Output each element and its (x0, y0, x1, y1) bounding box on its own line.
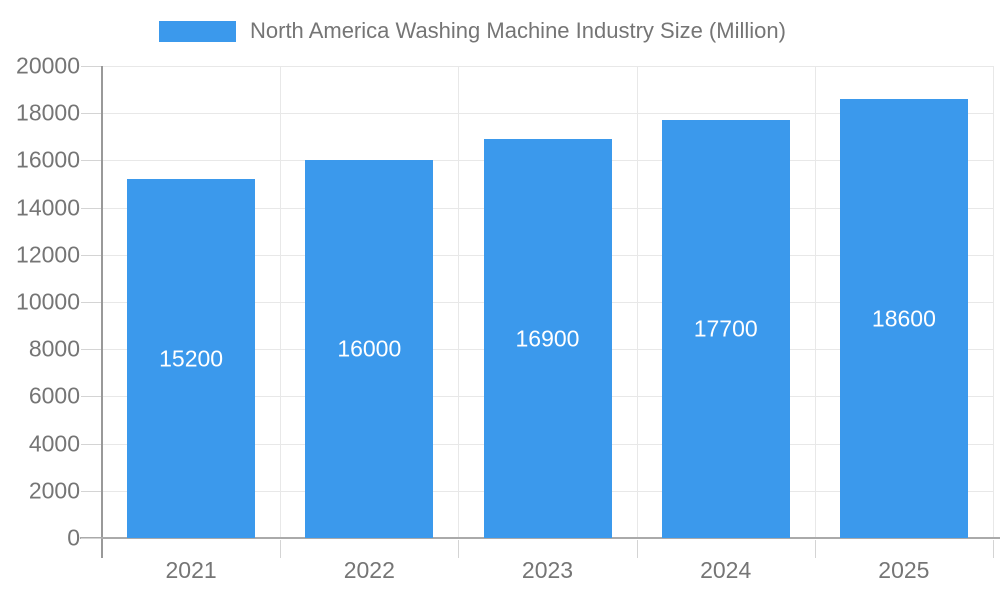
gridline-x-1 (280, 66, 282, 538)
gridline-x-4 (814, 66, 816, 538)
x-tick-3 (636, 540, 638, 558)
x-axis-label-2021: 2021 (165, 557, 217, 583)
bar-value-label-2023: 16900 (515, 325, 580, 352)
y-axis-label-12000: 12000 (16, 241, 80, 268)
y-tick-0 (81, 538, 101, 539)
x-axis-line (80, 537, 1000, 539)
x-tick-2 (458, 540, 460, 558)
y-tick-4000 (81, 443, 101, 445)
y-axis-label-0: 0 (67, 524, 80, 551)
x-axis-label-2024: 2024 (700, 557, 752, 583)
y-tick-14000 (81, 207, 101, 209)
x-tick-4 (814, 540, 816, 558)
y-tick-18000 (81, 113, 101, 115)
y-axis-line (101, 66, 103, 558)
bar-value-label-2021: 15200 (159, 345, 224, 372)
bar-2024[interactable]: 17700 (661, 120, 790, 538)
y-axis-label-4000: 4000 (28, 430, 80, 457)
x-axis-label-2025: 2025 (878, 557, 930, 583)
y-axis-label-14000: 14000 (16, 194, 80, 221)
bar-value-label-2022: 16000 (337, 335, 402, 362)
bar-2025[interactable]: 18600 (839, 99, 968, 538)
x-axis-label-2023: 2023 (521, 557, 574, 583)
gridline-y-18000 (102, 113, 993, 115)
legend-item[interactable]: North America Washing Machine Industry S… (159, 15, 786, 47)
gridline-x-3 (636, 66, 638, 538)
y-tick-6000 (81, 396, 101, 398)
y-tick-16000 (81, 160, 101, 162)
legend-swatch (159, 20, 236, 42)
y-axis-label-2000: 2000 (28, 477, 80, 504)
y-axis-label-6000: 6000 (28, 382, 80, 409)
bar-value-label-2024: 17700 (693, 315, 758, 342)
gridline-x-5 (993, 66, 994, 538)
x-tick-5 (993, 540, 994, 558)
bar-2022[interactable]: 16000 (305, 160, 434, 538)
y-tick-2000 (81, 490, 101, 492)
bar-2023[interactable]: 16900 (483, 139, 612, 538)
y-tick-20000 (81, 66, 101, 67)
x-axis-label-2022: 2022 (343, 557, 395, 583)
y-axis-label-10000: 10000 (16, 288, 80, 315)
x-tick-1 (280, 540, 282, 558)
gridline-x-2 (458, 66, 460, 538)
y-axis-label-20000: 20000 (16, 52, 80, 79)
y-axis-label-8000: 8000 (28, 335, 80, 362)
y-tick-12000 (81, 254, 101, 256)
gridline-y-20000 (102, 66, 993, 67)
legend-label: North America Washing Machine Industry S… (250, 18, 786, 43)
y-axis-label-16000: 16000 (16, 146, 80, 173)
bar-2021[interactable]: 15200 (127, 179, 256, 538)
bar-value-label-2025: 18600 (871, 305, 936, 331)
y-tick-10000 (81, 302, 101, 303)
y-tick-8000 (81, 349, 101, 351)
y-axis-label-18000: 18000 (16, 99, 80, 126)
